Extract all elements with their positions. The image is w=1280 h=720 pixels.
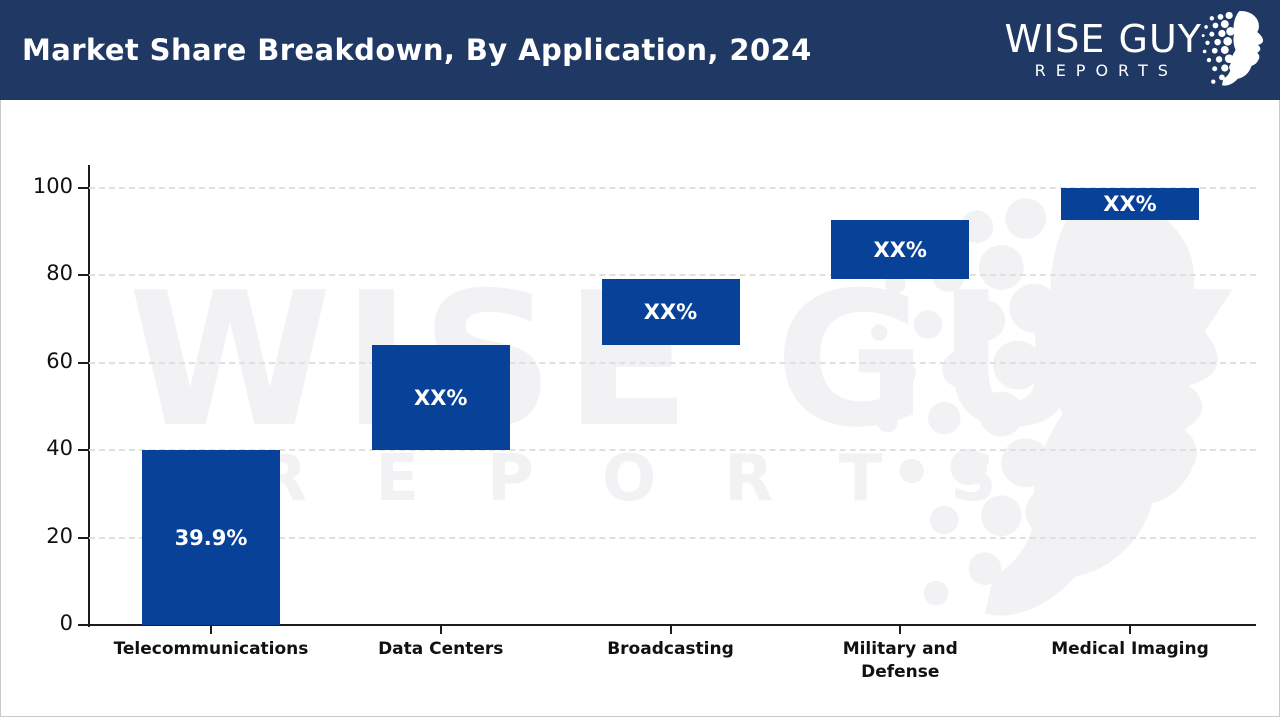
gridline (89, 186, 1256, 189)
watermark-reports-text: REPORTS (258, 442, 1065, 516)
y-tick-label: 20 (46, 523, 73, 548)
y-tick-mark (78, 274, 89, 276)
bar-value-label: XX% (1103, 191, 1157, 216)
bar-segment: 39.9% (142, 450, 280, 625)
y-tick-label: 80 (46, 261, 73, 285)
y-tick-label: 0 (59, 611, 73, 635)
brand-name: WISE GUY (1004, 17, 1202, 62)
gridline (89, 536, 1256, 539)
x-category-label: Data Centers (378, 639, 504, 659)
bar-segment: XX% (831, 219, 970, 280)
gridline (89, 274, 1256, 276)
y-tick-label: 60 (46, 348, 73, 373)
chart-title: Market Share Breakdown, By Application, … (22, 33, 812, 67)
y-tick-mark (78, 361, 89, 364)
x-axis-line (86, 624, 1256, 626)
bar-value-label: XX% (643, 300, 698, 325)
x-tick-mark (210, 626, 212, 634)
brand-subtitle: REPORTS (1034, 60, 1178, 80)
gridline (89, 449, 1256, 451)
x-category-label: Military and Defense (842, 639, 958, 682)
x-category-label: Broadcasting (607, 639, 734, 659)
bar-segment: XX% (371, 345, 510, 451)
y-tick-label: 100 (32, 173, 73, 198)
bar-segment: XX% (1061, 187, 1199, 220)
brand-logo-text: WISE GUY REPORTS (1004, 17, 1202, 80)
bar-value-label: XX% (414, 385, 468, 410)
x-tick-mark (899, 626, 902, 634)
y-tick-label: 40 (46, 436, 73, 460)
y-tick-mark (78, 536, 89, 539)
bar-segment: XX% (601, 279, 740, 345)
x-tick-mark (669, 626, 672, 634)
x-category-label: Telecommunications (113, 639, 309, 659)
plot-area: 0 20 40 60 80 100 39.9% Telecommunications XX% Da… (33, 165, 1256, 682)
x-tick-mark (1129, 626, 1131, 634)
y-tick-mark (78, 186, 89, 189)
bar-value-label: XX% (873, 237, 927, 262)
x-category-label: Medical Imaging (1051, 639, 1209, 659)
header-bar: Market Share Breakdown, By Application, … (0, 0, 1280, 100)
x-tick-mark (439, 626, 442, 634)
y-axis-line (88, 165, 90, 627)
brand-logo: WISE GUY REPORTS (1005, 6, 1268, 94)
gridline (89, 361, 1256, 364)
brand-face-icon (1196, 8, 1268, 92)
bar-value-label: 39.9% (174, 525, 248, 550)
y-tick-mark (78, 624, 89, 626)
y-tick-mark (78, 449, 89, 451)
